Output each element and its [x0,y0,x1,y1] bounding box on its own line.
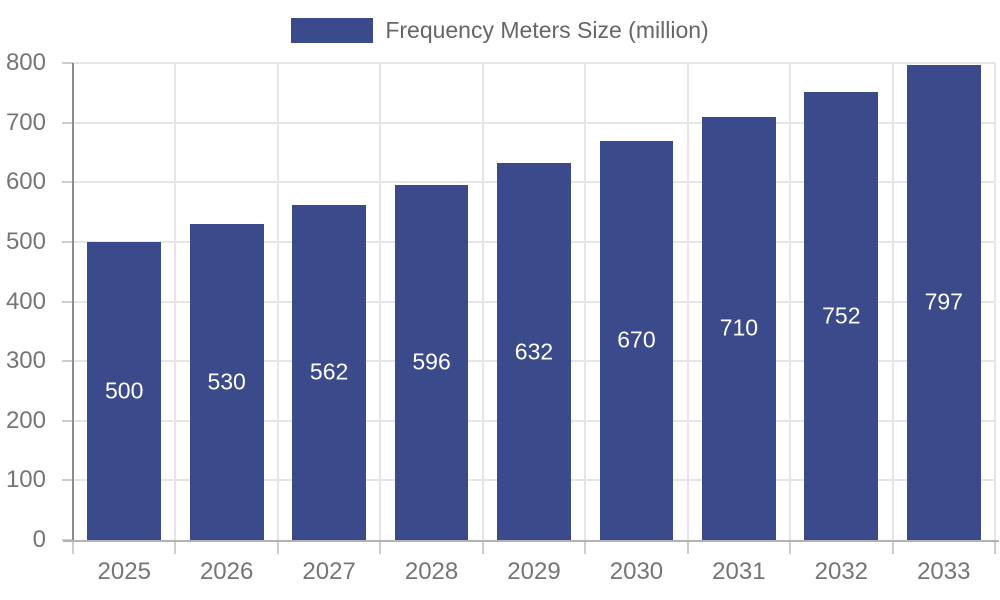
x-gridline [276,63,279,540]
bar[interactable]: 530 [189,224,264,540]
y-axis-tick-label: 200 [5,406,46,434]
y-gridline [73,121,995,124]
x-axis-tick [481,542,484,554]
y-gridline [73,62,995,64]
y-axis-tick-label: 500 [5,227,46,255]
x-axis-tick [789,542,792,554]
x-axis-tick-label: 2027 [302,558,356,585]
y-axis-line [72,63,74,540]
x-axis-tick [379,542,382,554]
x-axis-tick [584,542,587,554]
bar[interactable]: 797 [906,64,981,540]
x-axis-tick [276,542,279,554]
x-axis-tick [72,542,74,554]
y-axis-tick-label: 0 [32,526,46,553]
y-axis-tick-label: 700 [5,108,46,136]
bar-value-label: 752 [822,302,861,329]
x-axis-labels: 2025 2026 2027 2028 2029 2030 2031 2032 2033 [73,556,995,592]
bar-value-label: 797 [924,288,963,315]
x-axis-tick [891,542,894,554]
x-axis-line [63,540,999,542]
x-axis-tick-label: 2029 [507,558,561,585]
bar-value-label: 710 [719,314,759,341]
bar-value-label: 562 [309,358,349,385]
y-axis-tick [62,121,73,124]
legend-label: Frequency Meters Size (million) [385,17,709,43]
x-axis-tick-label: 2030 [609,558,664,585]
bar[interactable]: 632 [497,163,571,540]
chart-legend[interactable]: Frequency Meters Size (million) [0,18,1000,43]
y-axis-tick-label: 300 [5,347,46,375]
bar-value-label: 632 [514,338,554,365]
x-axis-tick [994,542,996,554]
x-gridline [789,63,792,540]
x-gridline [174,63,177,540]
x-axis-tick-label: 2026 [199,558,254,585]
bar[interactable]: 596 [394,184,469,540]
bar[interactable]: 752 [804,91,879,540]
y-axis-tick [62,62,73,64]
y-axis-tick [62,181,73,184]
x-gridline [686,63,689,540]
x-axis-tick-label: 2033 [917,558,971,585]
x-axis-tick [174,542,177,554]
y-axis-tick-label: 400 [5,287,46,315]
y-axis-tick [62,240,73,243]
x-gridline [379,63,382,540]
bar[interactable]: 670 [599,140,674,540]
y-axis-tick [62,419,73,422]
x-axis-tick-label: 2025 [97,558,151,585]
x-gridline [481,63,484,540]
x-axis-tick-label: 2031 [712,558,766,585]
y-axis-tick-label: 600 [5,168,46,196]
bar-value-label: 530 [207,368,246,395]
bar-value-label: 670 [617,326,656,353]
y-axis-labels: 0 100 200 300 400 500 600 700 800 [0,51,60,552]
y-axis-tick [62,360,73,363]
bar[interactable]: 562 [292,204,366,540]
y-axis-tick-label: 800 [5,49,46,76]
x-gridline [584,63,587,540]
bar[interactable]: 500 [87,241,162,540]
bar-value-label: 596 [412,348,451,375]
legend-swatch [291,18,374,43]
x-axis-tick-label: 2028 [404,558,459,585]
bar-value-label: 500 [105,377,144,404]
x-gridline [891,63,894,540]
plot-area: 500 530 562 596 632 670 710 752 797 [62,62,999,554]
y-axis-tick-label: 100 [5,466,46,494]
y-axis-tick [62,479,73,482]
x-gridline [994,63,996,540]
bar[interactable]: 710 [702,116,776,540]
x-axis-tick [686,542,689,554]
x-axis-tick-label: 2032 [814,558,869,585]
y-axis-tick [62,300,73,303]
